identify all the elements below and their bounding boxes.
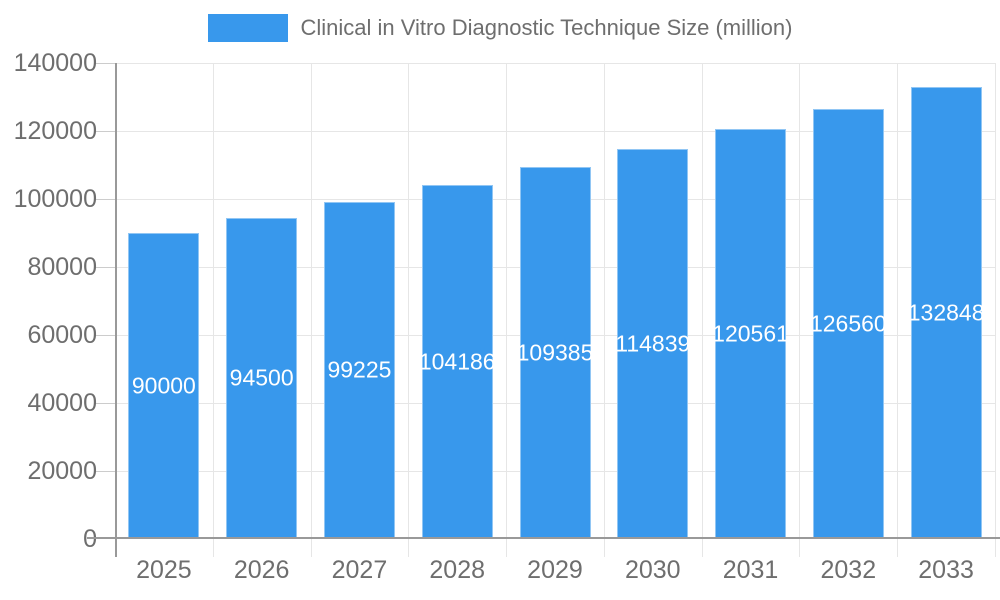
bar: 99225 — [323, 201, 395, 539]
y-tick-label: 0 — [83, 525, 97, 553]
plot-area: 0 20000 40000 60000 80000 100000 120000 140000 9… — [14, 50, 1000, 584]
y-tick-label: 20000 — [27, 457, 97, 485]
bar: 126560 — [809, 108, 887, 539]
gridline-horizontal — [115, 63, 995, 64]
x-tick-label: 2025 — [136, 556, 192, 584]
x-tick-label: 2031 — [722, 556, 779, 584]
bar: 90000 — [128, 233, 200, 539]
bar-value-label: 90000 — [131, 372, 196, 399]
gridline-vertical — [408, 63, 410, 557]
gridline-vertical — [799, 63, 801, 557]
y-tick-label: 80000 — [27, 253, 97, 281]
x-axis-line — [87, 537, 1000, 539]
y-axis-tick — [96, 131, 115, 132]
x-tick-label: 2029 — [527, 556, 583, 584]
y-tick-label: 140000 — [13, 49, 97, 77]
y-axis-line — [115, 63, 117, 557]
gridline-vertical — [603, 63, 605, 557]
legend-swatch — [207, 14, 288, 42]
bar-value-label: 109385 — [516, 339, 594, 366]
bar: 120561 — [712, 129, 789, 539]
y-tick-label: 40000 — [27, 389, 97, 417]
y-axis-tick — [96, 267, 115, 268]
bar-value-label: 104186 — [418, 348, 496, 375]
legend-title: Clinical in Vitro Diagnostic Technique S… — [300, 15, 793, 40]
bar: 104186 — [418, 184, 496, 539]
bar-value-label: 114839 — [615, 330, 691, 357]
bar: 94500 — [226, 217, 298, 539]
x-tick-label: 2032 — [820, 556, 877, 584]
gridline-vertical — [701, 63, 703, 557]
y-axis-tick — [96, 471, 115, 472]
gridline-horizontal — [115, 131, 995, 132]
y-tick-label: 100000 — [13, 185, 97, 213]
bar-value-label: 120561 — [712, 320, 789, 347]
x-tick-label: 2026 — [233, 556, 290, 584]
x-tick-label: 2030 — [624, 556, 681, 584]
gridline-vertical — [897, 63, 899, 557]
y-axis-tick — [96, 335, 115, 336]
gridline-vertical — [310, 63, 312, 557]
bar: 109385 — [516, 167, 594, 539]
y-axis-tick — [96, 63, 115, 64]
bar-value-label: 94500 — [229, 364, 294, 391]
y-axis-tick — [96, 199, 115, 200]
y-tick-label: 120000 — [13, 117, 97, 145]
bar-value-label: 132848 — [907, 299, 985, 326]
bar-value-label: 99225 — [327, 356, 392, 383]
x-tick-label: 2033 — [918, 556, 974, 584]
bar-value-label: 126560 — [809, 310, 887, 337]
x-tick-label: 2028 — [429, 556, 486, 584]
gridline-vertical — [212, 63, 214, 557]
bar: 114839 — [615, 148, 691, 539]
y-axis-tick — [96, 403, 115, 404]
x-tick-label: 2027 — [331, 556, 388, 584]
gridline-vertical — [506, 63, 508, 557]
bar: 132848 — [907, 87, 985, 539]
y-tick-label: 60000 — [27, 321, 97, 349]
legend[interactable]: Clinical in Vitro Diagnostic Technique S… — [0, 14, 1000, 42]
gridline-vertical — [995, 63, 996, 557]
